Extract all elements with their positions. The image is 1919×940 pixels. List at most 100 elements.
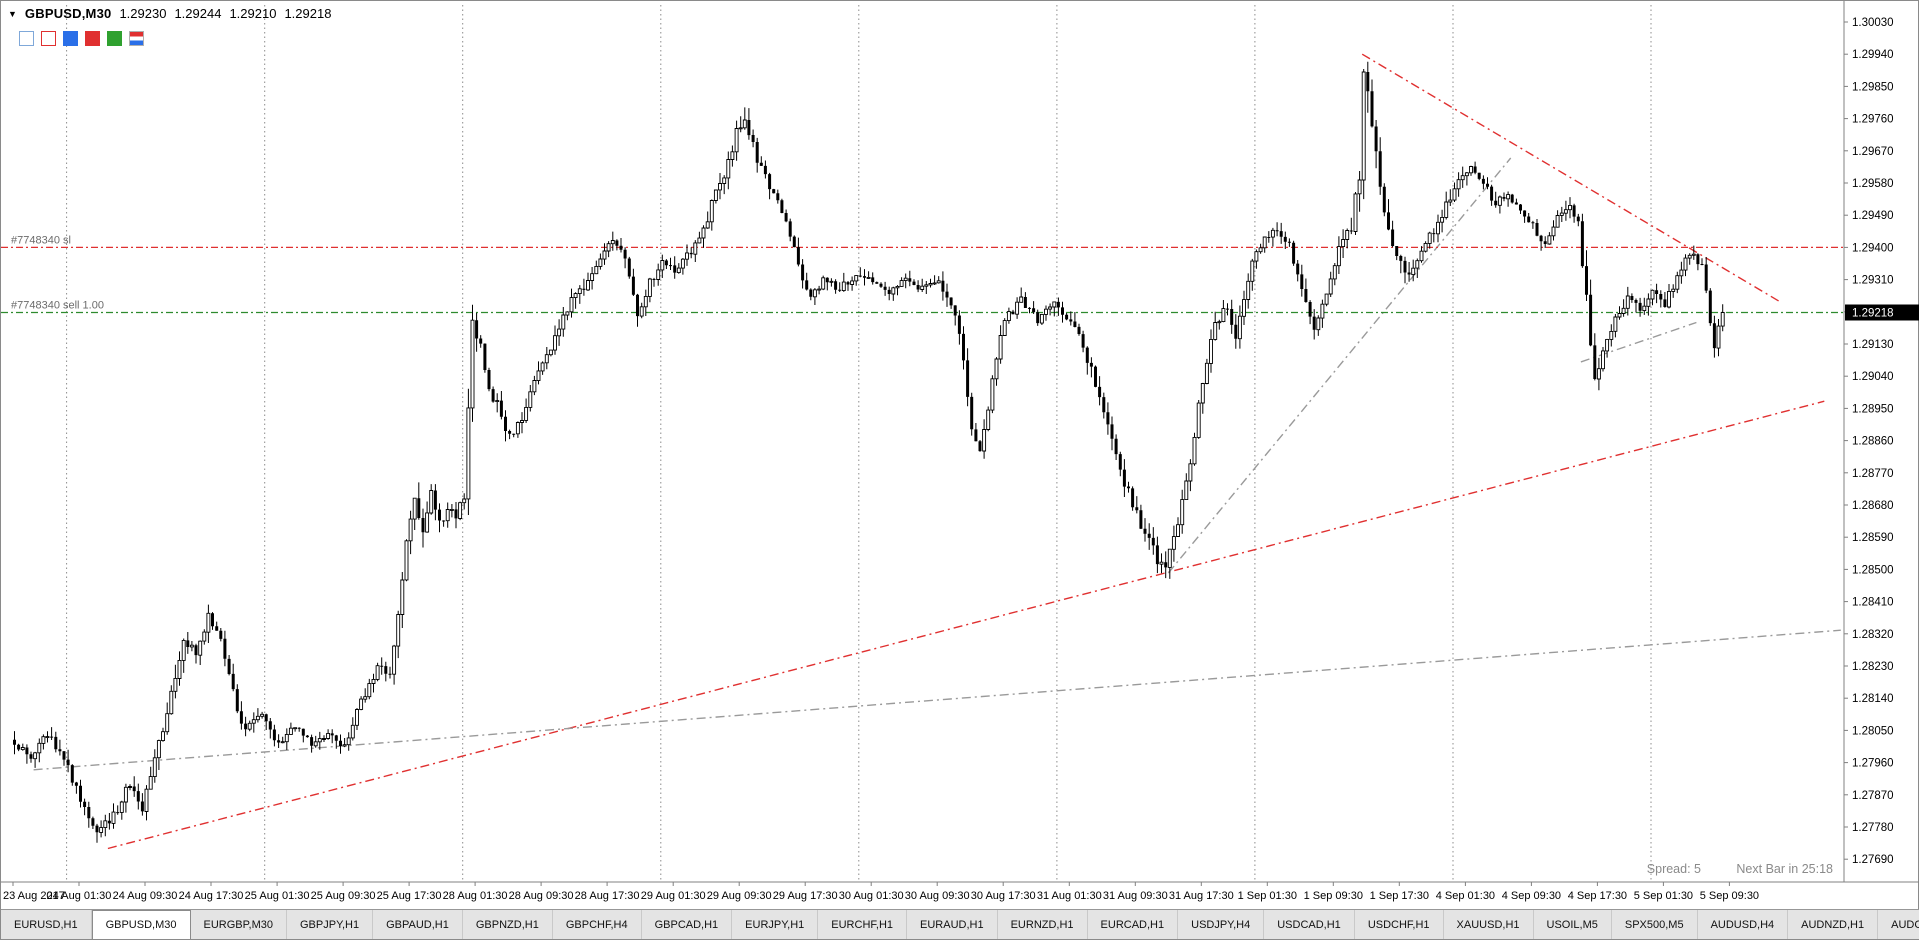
chart-tab-audusd-h4[interactable]: AUDUSD,H4: [1697, 910, 1789, 939]
y-axis-label: 1.28500: [1852, 564, 1894, 576]
x-axis-label: 31 Aug 09:30: [1103, 890, 1168, 902]
chart-tab-gbpchf-h4[interactable]: GBPCHF,H4: [552, 910, 642, 939]
order-line-sl[interactable]: #7748340 sl: [1, 234, 1844, 248]
y-axis-label: 1.28320: [1852, 629, 1894, 641]
x-axis-label: 31 Aug 17:30: [1169, 890, 1234, 902]
chart-tab-gbpcad-h1[interactable]: GBPCAD,H1: [641, 910, 733, 939]
y-axis-label: 1.29940: [1852, 49, 1894, 61]
x-axis-label: 28 Aug 01:30: [443, 890, 508, 902]
y-axis-label: 1.30030: [1852, 17, 1894, 29]
x-axis-label: 28 Aug 09:30: [509, 890, 574, 902]
x-axis-label: 5 Sep 09:30: [1700, 890, 1759, 902]
y-axis-label: 1.29310: [1852, 275, 1894, 287]
trendline-descending-resistance: [1361, 53, 1780, 302]
y-axis-label: 1.28590: [1852, 532, 1894, 544]
x-axis-label: 4 Sep 17:30: [1568, 890, 1627, 902]
y-axis-label: 1.28050: [1852, 725, 1894, 737]
x-axis-label: 30 Aug 17:30: [971, 890, 1036, 902]
y-axis-label: 1.27960: [1852, 758, 1894, 770]
next-bar-indicator: Next Bar in 25:18: [1736, 862, 1833, 876]
chart-tab-eurchf-h1[interactable]: EURCHF,H1: [818, 910, 908, 939]
x-axis-label: 29 Aug 17:30: [773, 890, 838, 902]
trendline-steep-rally-line: [1167, 157, 1512, 574]
chart-region[interactable]: #7748340 sl #7748340 sell 1.00 1.30030 1.29…: [1, 1, 1919, 911]
chart-tab-eurcad-h1[interactable]: EURCAD,H1: [1087, 910, 1179, 939]
x-axis-label: 29 Aug 09:30: [707, 890, 772, 902]
order-line-sell-label: #7748340 sell 1.00: [11, 300, 104, 312]
candles: [13, 61, 1725, 843]
x-axis-label: 30 Aug 09:30: [905, 890, 970, 902]
x-axis-label: 28 Aug 17:30: [575, 890, 640, 902]
price-axis[interactable]: 1.30030 1.29940 1.29850 1.29760 1.29670 1.295…: [1844, 17, 1919, 866]
x-axis-label: 23 Aug 2017: [3, 890, 65, 902]
order-line-sl-label: #7748340 sl: [11, 234, 71, 246]
chart-tab-euraud-h1[interactable]: EURAUD,H1: [907, 910, 998, 939]
chart-tab-gbpusd-m30[interactable]: GBPUSD,M30: [91, 910, 191, 939]
chart-tab-gbpaud-h1[interactable]: GBPAUD,H1: [373, 910, 463, 939]
y-axis-label: 1.27690: [1852, 854, 1894, 866]
x-axis-label: 30 Aug 01:30: [839, 890, 904, 902]
chart-tab-usdcad-h1[interactable]: USDCAD,H1: [1264, 910, 1355, 939]
chart-tabbar: EURUSD,H1 GBPUSD,M30 EURGBP,M30 GBPJPY,H1 GB…: [1, 909, 1919, 939]
x-axis-label: 1 Sep 17:30: [1370, 890, 1429, 902]
swatch-blue[interactable]: [63, 31, 78, 46]
spread-indicator: Spread: 5: [1647, 862, 1701, 876]
x-axis-label: 24 Aug 17:30: [179, 890, 244, 902]
x-axis-label: 25 Aug 09:30: [311, 890, 376, 902]
y-axis-label: 1.28680: [1852, 500, 1894, 512]
x-axis-label: 4 Sep 09:30: [1502, 890, 1561, 902]
x-axis-label: 25 Aug 17:30: [377, 890, 442, 902]
x-axis-label: 1 Sep 01:30: [1238, 890, 1297, 902]
x-axis-label: 29 Aug 01:30: [641, 890, 706, 902]
chart-tab-usdjpy-h4[interactable]: USDJPY,H4: [1178, 910, 1265, 939]
chart-tab-eurnzd-h1[interactable]: EURNZD,H1: [997, 910, 1088, 939]
swatch-red[interactable]: [85, 31, 100, 46]
trendline-minor-support: [1580, 321, 1697, 363]
chart-tab-usdchf-h1[interactable]: USDCHF,H1: [1354, 910, 1444, 939]
y-axis-label: 1.29670: [1852, 146, 1894, 158]
chart-tab-eurusd-h1[interactable]: EURUSD,H1: [1, 910, 92, 939]
y-axis-label: 1.28860: [1852, 436, 1894, 448]
x-axis-label: 24 Aug 09:30: [113, 890, 178, 902]
x-axis-label: 24 Aug 01:30: [47, 890, 112, 902]
chart-tab-gbpnzd-h1[interactable]: GBPNZD,H1: [462, 910, 553, 939]
x-axis-label: 5 Sep 01:30: [1634, 890, 1693, 902]
swatch-striped[interactable]: [129, 31, 144, 46]
chart-tab-eurjpy-h1[interactable]: EURJPY,H1: [732, 910, 819, 939]
order-line-sell[interactable]: #7748340 sell 1.00: [1, 300, 1844, 314]
y-axis-label: 1.28950: [1852, 403, 1894, 415]
x-axis-label: 25 Aug 01:30: [245, 890, 310, 902]
y-axis-label: 1.28140: [1852, 693, 1894, 705]
trendline-long-term-channel: [33, 629, 1841, 771]
x-axis-label: 31 Aug 01:30: [1037, 890, 1102, 902]
y-axis-label: 1.29760: [1852, 114, 1894, 126]
swatch-white[interactable]: [19, 31, 34, 46]
x-axis-label: 4 Sep 01:30: [1436, 890, 1495, 902]
y-axis-label: 1.29130: [1852, 339, 1894, 351]
chart-tab-audcad-daily[interactable]: AUDCAD,Daily: [1878, 910, 1919, 939]
y-axis-label: 1.27780: [1852, 822, 1894, 834]
y-axis-label: 1.29580: [1852, 178, 1894, 190]
chart-tab-spx500-m5[interactable]: SPX500,M5: [1611, 910, 1698, 939]
chart-tab-audnzd-h1[interactable]: AUDNZD,H1: [1788, 910, 1879, 939]
y-axis-label: 1.28410: [1852, 597, 1894, 609]
swatch-green[interactable]: [107, 31, 122, 46]
chart-tab-eurgbp-m30[interactable]: EURGBP,M30: [190, 910, 287, 939]
chart-tab-xauusd-h1[interactable]: XAUUSD,H1: [1443, 910, 1534, 939]
trendlines[interactable]: [33, 53, 1841, 850]
y-axis-label: 1.29040: [1852, 371, 1894, 383]
y-axis-label: 1.28770: [1852, 468, 1894, 480]
chart-canvas[interactable]: #7748340 sl #7748340 sell 1.00 1.30030 1.29…: [1, 1, 1919, 911]
svg-text:1.29218: 1.29218: [1852, 308, 1894, 320]
chart-tab-usoil-m5[interactable]: USOIL,M5: [1533, 910, 1612, 939]
y-axis-label: 1.28230: [1852, 661, 1894, 673]
toolbar-swatches: [19, 31, 144, 46]
y-axis-label: 1.29850: [1852, 81, 1894, 93]
day-separators: [66, 5, 1652, 880]
y-axis-label: 1.27870: [1852, 790, 1894, 802]
y-axis-label: 1.29490: [1852, 210, 1894, 222]
chart-tab-gbpjpy-h1[interactable]: GBPJPY,H1: [287, 910, 374, 939]
swatch-red-outline[interactable]: [41, 31, 56, 46]
